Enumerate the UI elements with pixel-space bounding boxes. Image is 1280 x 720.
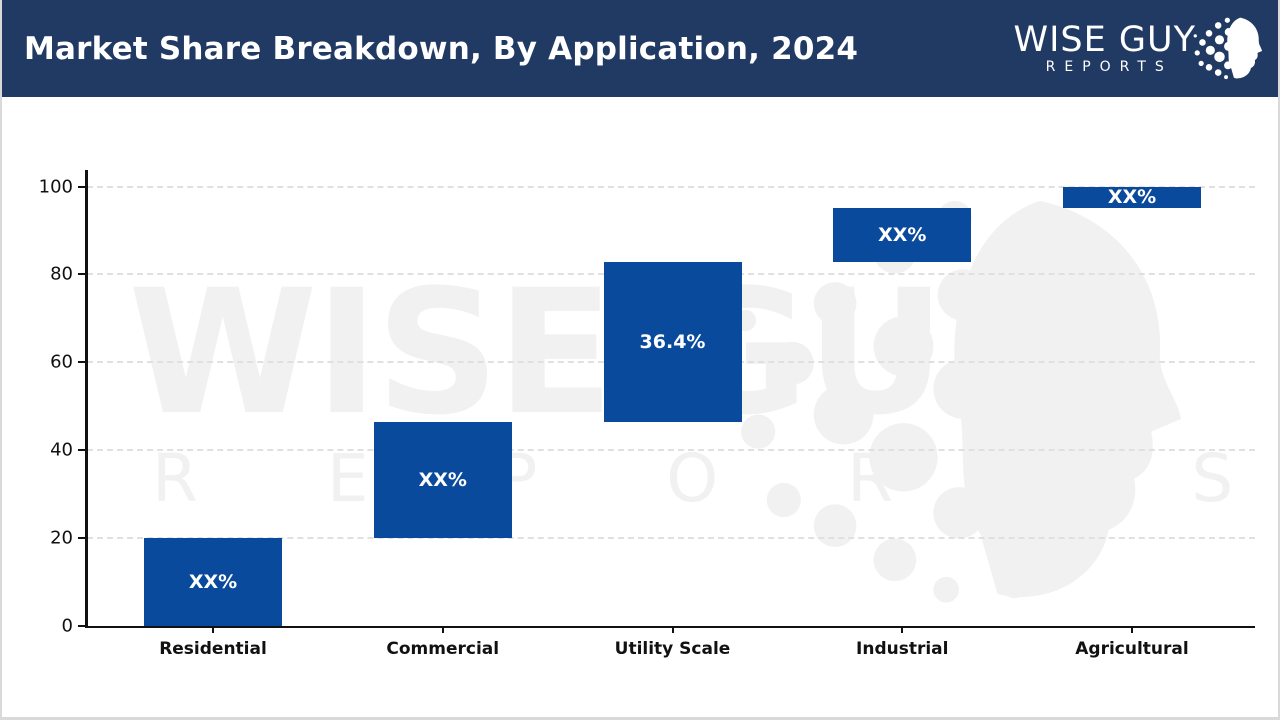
y-tick-mark-20: [78, 537, 87, 540]
gridline-20: [87, 537, 1255, 540]
y-tick-label-20: 20: [50, 527, 73, 549]
y-tick-mark-0: [78, 625, 87, 627]
x-tick-mark-3: [901, 626, 904, 633]
bar-utility-scale[interactable]: 36.4%: [603, 262, 742, 423]
x-category-label: Commercial: [386, 639, 500, 659]
y-axis-line: [85, 170, 88, 628]
y-tick-label-100: 100: [38, 176, 73, 197]
bar-value-label: XX%: [878, 223, 927, 246]
bar-agricultural[interactable]: XX%: [1063, 186, 1201, 209]
y-tick-mark-40: [78, 449, 87, 452]
x-category-label: Industrial: [856, 639, 949, 659]
y-tick-mark-60: [78, 361, 87, 364]
x-tick-mark-4: [1131, 626, 1133, 633]
bar-value-label: XX%: [418, 469, 467, 492]
page-title: Market Share Breakdown, By Application, …: [24, 30, 859, 67]
bar-value-label: 36.4%: [639, 331, 706, 354]
bar-residential[interactable]: XX%: [144, 538, 282, 626]
x-axis-line: [85, 625, 1255, 628]
brand-logo: WISE GUY REPORTS: [1013, 7, 1264, 91]
y-tick-mark-80: [78, 273, 87, 276]
x-category-label: Utility Scale: [614, 639, 731, 659]
y-tick-label-40: 40: [50, 439, 73, 461]
y-tick-label-80: 80: [50, 263, 73, 285]
bar-commercial[interactable]: XX%: [373, 422, 512, 539]
y-tick-label-60: 60: [50, 351, 73, 373]
brand-face-icon: [1193, 17, 1263, 79]
x-tick-mark-2: [671, 626, 674, 633]
brand-subname: REPORTS: [1045, 59, 1173, 76]
x-category-label: Agricultural: [1075, 639, 1189, 659]
gridline-100: [87, 185, 1255, 188]
x-tick-mark-0: [212, 626, 214, 633]
gridline-40: [87, 449, 1255, 452]
bar-value-label: XX%: [188, 571, 238, 594]
x-category-label: Residential: [159, 639, 267, 659]
header: Market Share Breakdown, By Application, …: [2, 0, 1278, 97]
brand-logo-text: WISE GUY REPORTS: [1013, 19, 1196, 76]
bar-value-label: XX%: [1107, 186, 1157, 209]
y-tick-mark-100: [78, 185, 87, 188]
brand-name: WISE GUY: [1013, 19, 1196, 60]
x-tick-mark-1: [441, 626, 444, 633]
y-tick-label-0: 0: [61, 615, 73, 637]
bar-industrial[interactable]: XX%: [833, 207, 972, 263]
